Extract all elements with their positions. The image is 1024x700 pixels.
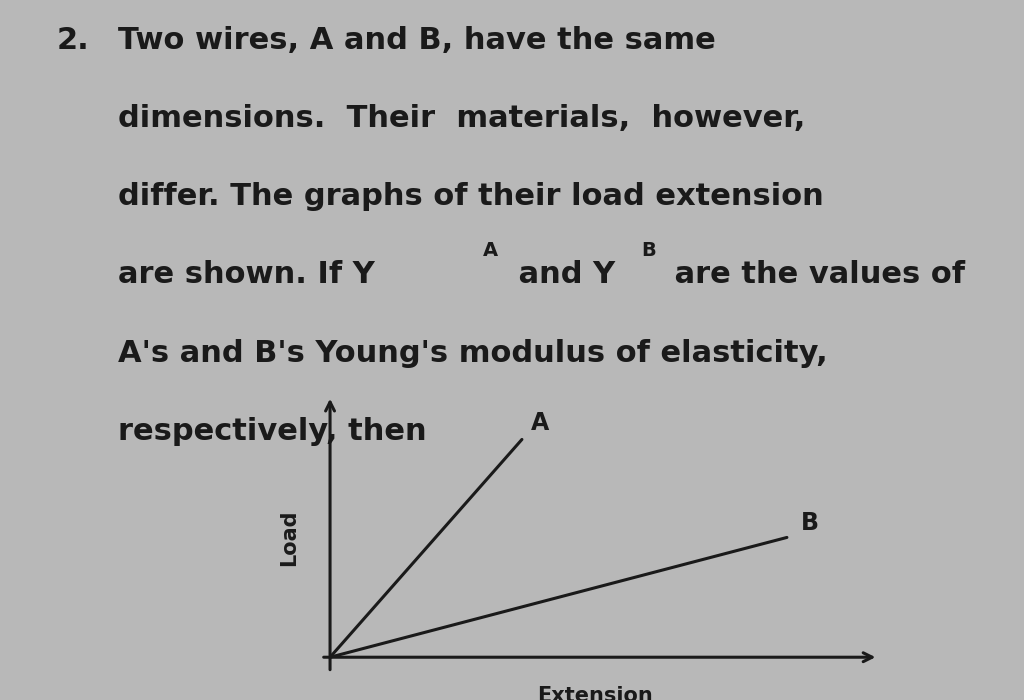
Text: Extension: Extension [538,685,653,700]
Text: 2.: 2. [56,26,89,55]
Text: and Y: and Y [508,260,615,289]
Text: are the values of: are the values of [664,260,965,289]
Text: B: B [641,241,655,260]
Text: A's and B's Young's modulus of elasticity,: A's and B's Young's modulus of elasticit… [118,339,827,368]
Text: A: A [531,411,549,435]
Text: respectively, then: respectively, then [118,416,426,446]
Text: dimensions.  Their  materials,  however,: dimensions. Their materials, however, [118,104,805,133]
Text: Two wires, A and B, have the same: Two wires, A and B, have the same [118,26,716,55]
Text: differ. The graphs of their load extension: differ. The graphs of their load extensi… [118,182,823,211]
Text: are shown. If Y: are shown. If Y [118,260,375,289]
Text: A: A [483,241,499,260]
Text: Load: Load [279,509,299,566]
Text: B: B [801,511,818,536]
